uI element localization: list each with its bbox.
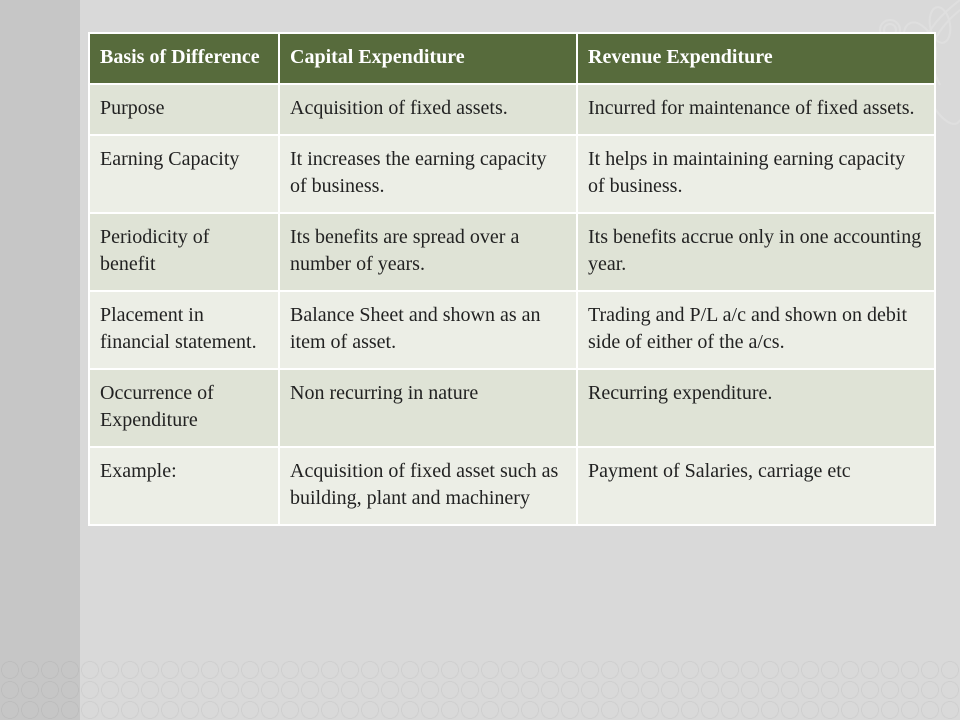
cell-capital: Acquisition of fixed asset such as build… xyxy=(279,447,577,525)
cell-basis: Example: xyxy=(89,447,279,525)
comparison-table-container: Basis of Difference Capital Expenditure … xyxy=(88,32,934,526)
table-row: Occurrence of Expenditure Non recurring … xyxy=(89,369,935,447)
cell-revenue: Payment of Salaries, carriage etc xyxy=(577,447,935,525)
cell-basis: Periodicity of benefit xyxy=(89,213,279,291)
cell-capital: Its benefits are spread over a number of… xyxy=(279,213,577,291)
table-row: Placement in financial statement. Balanc… xyxy=(89,291,935,369)
cell-capital: It increases the earning capacity of bus… xyxy=(279,135,577,213)
cell-revenue: Incurred for maintenance of fixed assets… xyxy=(577,84,935,135)
cell-revenue: Trading and P/L a/c and shown on debit s… xyxy=(577,291,935,369)
comparison-table: Basis of Difference Capital Expenditure … xyxy=(88,32,936,526)
wave-pattern-icon xyxy=(0,660,960,720)
table-row: Periodicity of benefit Its benefits are … xyxy=(89,213,935,291)
cell-capital: Non recurring in nature xyxy=(279,369,577,447)
table-row: Earning Capacity It increases the earnin… xyxy=(89,135,935,213)
col-header-capital: Capital Expenditure xyxy=(279,33,577,84)
cell-capital: Acquisition of fixed assets. xyxy=(279,84,577,135)
cell-basis: Earning Capacity xyxy=(89,135,279,213)
cell-basis: Purpose xyxy=(89,84,279,135)
cell-basis: Occurrence of Expenditure xyxy=(89,369,279,447)
cell-revenue: Recurring expenditure. xyxy=(577,369,935,447)
left-background-band xyxy=(0,0,80,720)
cell-basis: Placement in financial statement. xyxy=(89,291,279,369)
cell-capital: Balance Sheet and shown as an item of as… xyxy=(279,291,577,369)
table-row: Purpose Acquisition of fixed assets. Inc… xyxy=(89,84,935,135)
table-header-row: Basis of Difference Capital Expenditure … xyxy=(89,33,935,84)
cell-revenue: Its benefits accrue only in one accounti… xyxy=(577,213,935,291)
table-row: Example: Acquisition of fixed asset such… xyxy=(89,447,935,525)
col-header-revenue: Revenue Expenditure xyxy=(577,33,935,84)
cell-revenue: It helps in maintaining earning capacity… xyxy=(577,135,935,213)
col-header-basis: Basis of Difference xyxy=(89,33,279,84)
